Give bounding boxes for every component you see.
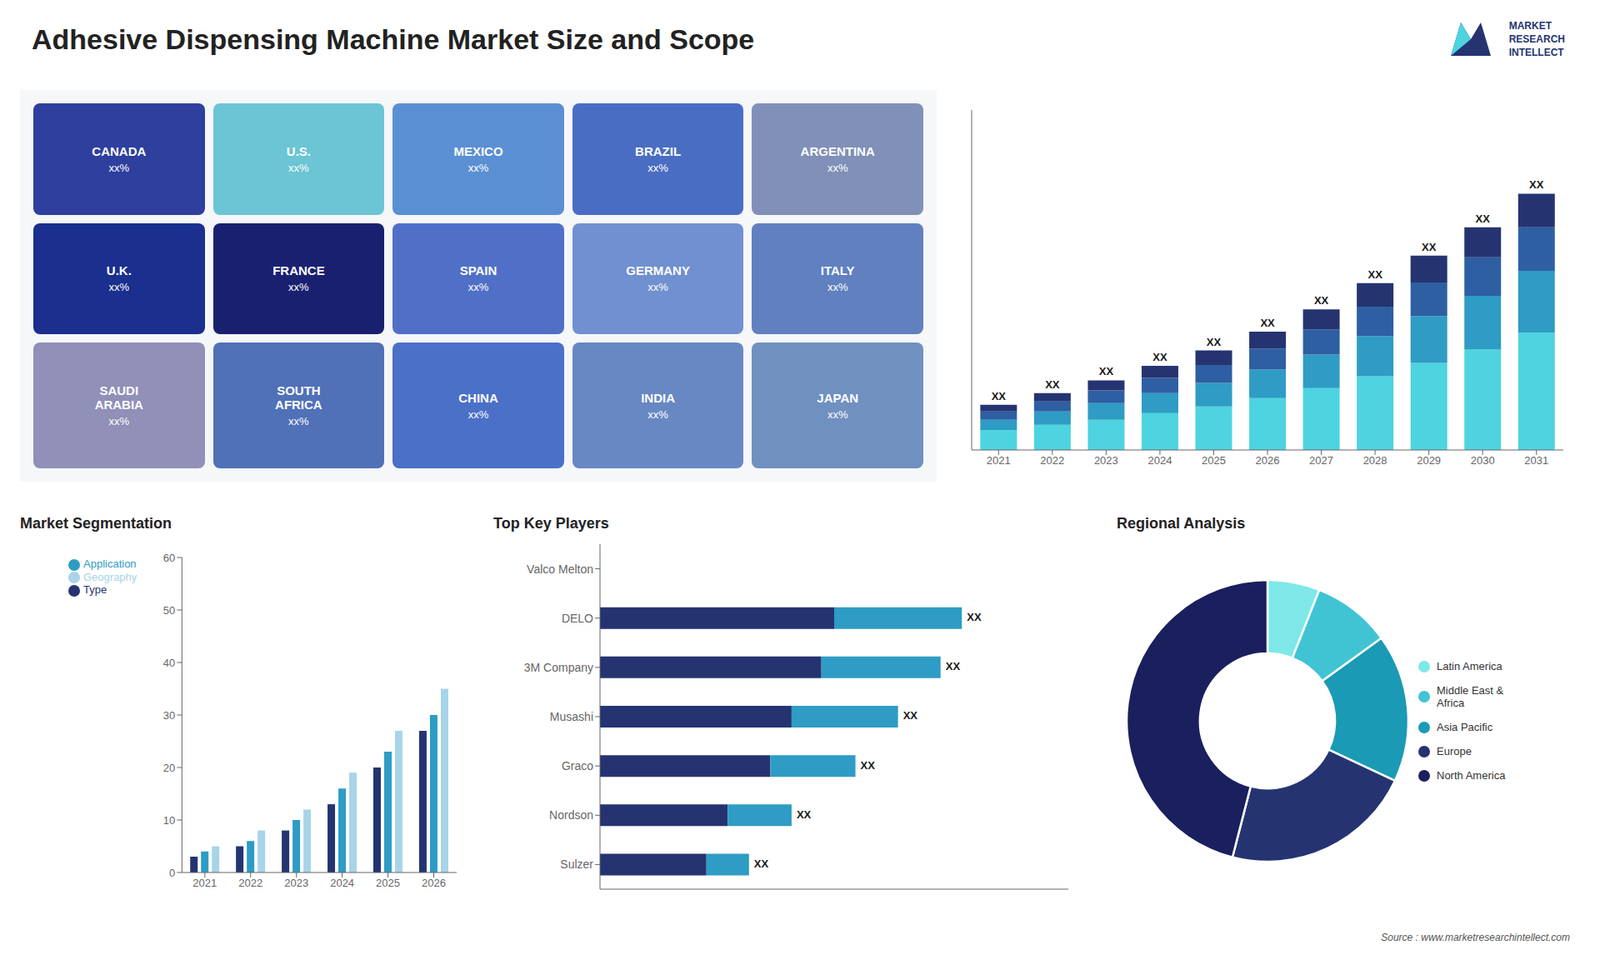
- svg-text:Graco: Graco: [561, 759, 594, 773]
- svg-text:2026: 2026: [1255, 454, 1280, 467]
- svg-text:Musashi: Musashi: [550, 710, 594, 724]
- svg-text:XX: XX: [991, 390, 1007, 403]
- html-text:xx%: xx%: [468, 281, 489, 294]
- html-text:xx%: xx%: [647, 161, 669, 174]
- html-text:Source : www.marketresearchint: Source : www.marketresearchintellect.com: [1381, 931, 1570, 944]
- html-text:U.S.: U.S.: [286, 144, 311, 159]
- html-text:ITALY: ITALY: [820, 263, 855, 278]
- html-text:GERMANY: GERMANY: [626, 263, 690, 278]
- html-text:Latin America: Latin America: [1436, 660, 1503, 673]
- svg-text:2029: 2029: [1416, 454, 1441, 467]
- svg-text:2024: 2024: [1147, 454, 1172, 467]
- svg-text:2024: 2024: [330, 876, 355, 890]
- svg-text:2025: 2025: [375, 876, 400, 890]
- html-text:xx%: xx%: [468, 161, 489, 174]
- html-text:INDIA: INDIA: [641, 390, 675, 405]
- svg-text:2022: 2022: [238, 876, 263, 890]
- svg-text:XX: XX: [945, 660, 961, 673]
- svg-text:XX: XX: [796, 808, 812, 821]
- svg-text:2022: 2022: [1040, 454, 1065, 467]
- html-text:xx%: xx%: [108, 161, 130, 174]
- svg-text:XX: XX: [1152, 350, 1168, 364]
- html-text:xx%: xx%: [288, 281, 309, 294]
- svg-text:XX: XX: [1206, 335, 1222, 349]
- html-text:Adhesive Dispensing Machine Ma: Adhesive Dispensing Machine Market Size …: [31, 23, 755, 55]
- html-text:North America: North America: [1436, 769, 1506, 782]
- html-text:Middle East & Africa: Middle East & Africa: [1436, 684, 1504, 710]
- svg-text:2025: 2025: [1201, 454, 1226, 467]
- html-text:xx%: xx%: [827, 408, 848, 421]
- html-text:Regional Analysis: Regional Analysis: [1116, 515, 1246, 532]
- svg-text:Valco Melton: Valco Melton: [526, 562, 594, 576]
- svg-text:XX: XX: [754, 857, 770, 870]
- html-text:Application: Application: [83, 557, 137, 570]
- html-text:MEXICO: MEXICO: [453, 144, 503, 159]
- svg-text:2026: 2026: [421, 876, 446, 890]
- svg-text:Sulzer: Sulzer: [560, 857, 594, 871]
- html-text:RESEARCH: RESEARCH: [1508, 33, 1565, 45]
- html-text:Top Key Players: Top Key Players: [493, 515, 609, 532]
- svg-text:XX: XX: [1529, 178, 1545, 191]
- svg-text:XX: XX: [903, 709, 919, 722]
- svg-text:2031: 2031: [1524, 454, 1549, 467]
- svg-text:30: 30: [163, 709, 175, 722]
- html-text:Market Segmentation: Market Segmentation: [20, 515, 172, 532]
- svg-text:10: 10: [163, 814, 175, 827]
- svg-text:Nordson: Nordson: [549, 808, 594, 822]
- html-text:xx%: xx%: [647, 281, 669, 294]
- svg-text:2028: 2028: [1363, 454, 1388, 467]
- html-text:xx%: xx%: [827, 281, 848, 294]
- html-text:xx%: xx%: [288, 415, 309, 428]
- svg-text:60: 60: [163, 551, 175, 565]
- svg-text:0: 0: [169, 866, 175, 880]
- svg-text:XX: XX: [1421, 240, 1437, 254]
- svg-text:2030: 2030: [1470, 454, 1495, 467]
- html-text:MARKET: MARKET: [1508, 20, 1552, 32]
- html-text:U.K.: U.K.: [106, 263, 132, 278]
- svg-text:DELO: DELO: [561, 611, 594, 625]
- html-text:FRANCE: FRANCE: [272, 263, 325, 278]
- svg-text:XX: XX: [860, 759, 876, 772]
- html-text:Type: Type: [83, 583, 107, 596]
- html-text:xx%: xx%: [827, 161, 848, 174]
- svg-text:40: 40: [163, 656, 175, 670]
- svg-text:2027: 2027: [1309, 454, 1334, 467]
- svg-text:2023: 2023: [1094, 454, 1119, 467]
- html-text:CHINA: CHINA: [458, 390, 499, 405]
- svg-text:XX: XX: [1367, 268, 1383, 281]
- html-text:BRAZIL: BRAZIL: [635, 144, 681, 159]
- html-text:SOUTH AFRICA: SOUTH AFRICA: [275, 383, 323, 412]
- html-text:xx%: xx%: [647, 408, 669, 421]
- html-text:CANADA: CANADA: [91, 144, 147, 159]
- html-text:INTELLECT: INTELLECT: [1508, 46, 1564, 59]
- svg-text:XX: XX: [1099, 365, 1115, 378]
- svg-text:XX: XX: [966, 610, 982, 624]
- svg-text:XX: XX: [1475, 212, 1491, 225]
- html-text:xx%: xx%: [288, 161, 309, 174]
- html-text:SAUDI ARABIA: SAUDI ARABIA: [94, 383, 144, 412]
- svg-text:2023: 2023: [284, 876, 309, 890]
- svg-text:2021: 2021: [986, 454, 1011, 467]
- svg-text:XX: XX: [1314, 294, 1330, 307]
- html-text:Geography: Geography: [83, 570, 137, 583]
- html-text:Asia Pacific: Asia Pacific: [1436, 720, 1493, 734]
- html-text:xx%: xx%: [108, 281, 130, 294]
- svg-text:20: 20: [163, 761, 175, 775]
- html-text:SPAIN: SPAIN: [459, 263, 497, 278]
- html-text:xx%: xx%: [108, 415, 130, 428]
- svg-text:XX: XX: [1045, 378, 1060, 391]
- html-text:JAPAN: JAPAN: [816, 390, 859, 405]
- html-text:Europe: Europe: [1436, 745, 1472, 758]
- html-text:xx%: xx%: [468, 408, 489, 421]
- svg-text:2021: 2021: [192, 876, 217, 890]
- svg-text:XX: XX: [1260, 316, 1275, 330]
- svg-text:50: 50: [163, 604, 175, 617]
- html-text:ARGENTINA: ARGENTINA: [800, 144, 875, 159]
- svg-text:3M Company: 3M Company: [524, 660, 594, 675]
